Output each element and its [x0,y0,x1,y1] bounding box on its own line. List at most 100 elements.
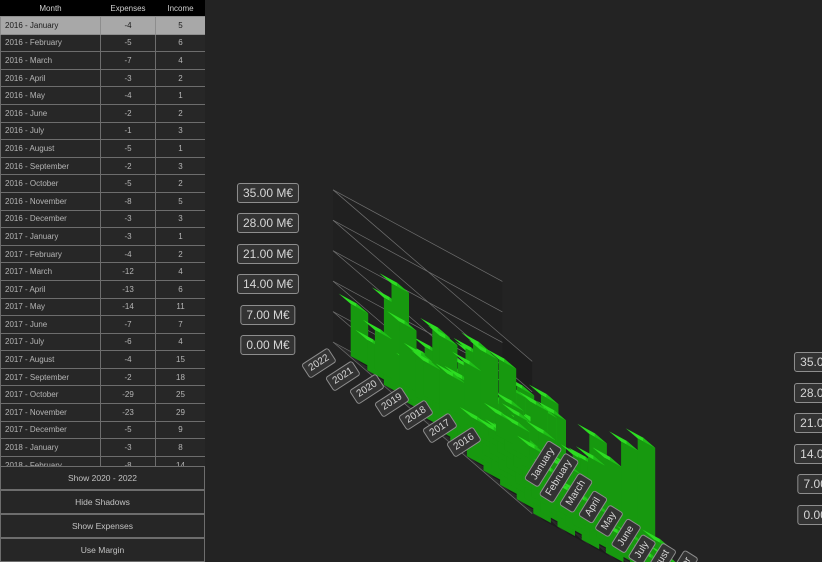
table-row[interactable]: 2017 - April -13 6 [0,279,206,299]
table-row[interactable]: 2016 - July -1 3 [0,121,206,141]
cell-expenses: -13 [100,279,156,299]
cell-income: 6 [155,279,206,299]
cell-income: 6 [155,33,206,53]
cell-income: 25 [155,385,206,405]
cell-expenses: -7 [100,315,156,334]
data-panel: Month Expenses Income 2016 - January -4 5 2… [0,0,206,562]
cell-income: 1 [155,86,206,105]
column-header-income[interactable]: Income [155,0,206,17]
column-header-month[interactable]: Month [0,0,101,17]
cell-expenses: -29 [100,385,156,405]
table-body: 2016 - January -4 5 2016 - February -5 6 2016 … [0,16,206,493]
table-row[interactable]: 2017 - August -4 15 [0,350,206,369]
table-row[interactable]: 2017 - May -14 11 [0,297,206,317]
chart-canvas [332,189,676,562]
table-row[interactable]: 2016 - August -5 1 [0,139,206,158]
table-row[interactable]: 2016 - March -7 4 [0,51,206,70]
cell-expenses: -5 [100,420,156,440]
table-row[interactable]: 2017 - March -12 4 [0,262,206,281]
cell-income: 9 [155,420,206,440]
gridline [332,219,503,313]
chart-shape [447,373,465,418]
cell-month: 2018 - January [0,438,101,457]
hide-shadows-button[interactable]: Hide Shadows [0,490,205,514]
cell-month: 2017 - June [0,315,101,334]
cell-income: 4 [155,51,206,70]
cell-income: 7 [155,315,206,334]
cell-income: 5 [155,16,206,35]
value-tick-right-4: 28.00 M€ [794,382,822,403]
cell-month: 2016 - April [0,68,101,88]
table-row[interactable]: 2017 - June -7 7 [0,315,206,334]
hide-shadows-label: Hide Shadows [75,497,130,507]
table-row[interactable]: 2016 - November -8 5 [0,191,206,211]
table-row[interactable]: 2016 - January -4 5 [0,16,206,35]
cell-month: 2017 - August [0,350,101,369]
cell-expenses: -4 [100,16,156,35]
gridline [332,189,503,282]
cell-month: 2017 - November [0,403,101,422]
cell-month: 2017 - October [0,385,101,405]
cell-month: 2017 - September [0,367,101,387]
cell-expenses: -8 [100,191,156,211]
cell-month: 2017 - December [0,420,101,440]
gridline [332,250,503,343]
cell-expenses: -12 [100,262,156,281]
value-tick-left-2: 14.00 M€ [236,274,300,295]
cell-expenses: -3 [100,209,156,229]
cell-expenses: -5 [100,139,156,158]
table-row[interactable]: 2017 - October -29 25 [0,385,206,405]
table-header: Month Expenses Income [0,0,206,17]
column-header-expenses[interactable]: Expenses [100,0,156,17]
table-header-row: Month Expenses Income [0,0,206,17]
chart-shape [512,422,530,459]
value-tick-right-1: 7.00 M€ [797,474,822,495]
table-row[interactable]: 2016 - October -5 2 [0,174,206,193]
cell-income: 2 [155,174,206,193]
cell-income: 1 [155,227,206,246]
table-row[interactable]: 2017 - November -23 29 [0,403,206,422]
table-row[interactable]: 2017 - July -6 4 [0,332,206,352]
cell-month: 2017 - February [0,244,101,264]
cell-month: 2016 - June [0,103,101,123]
value-tick-left-5: 35.00 M€ [236,182,300,203]
table-row[interactable]: 2016 - May -4 1 [0,86,206,105]
chart-shape [495,413,514,445]
cell-month: 2016 - July [0,121,101,141]
value-tick-right-0: 0.00 M€ [797,504,822,525]
table-row[interactable]: 2016 - September -2 3 [0,156,206,176]
finance-table[interactable]: Month Expenses Income 2016 - January -4 5 2… [0,0,206,493]
cell-expenses: -4 [100,244,156,264]
cell-month: 2016 - November [0,191,101,211]
chart-shape [399,321,417,392]
cell-month: 2016 - May [0,86,101,105]
table-row[interactable]: 2017 - February -4 2 [0,244,206,264]
cell-expenses: -3 [100,68,156,88]
table-row[interactable]: 2016 - December -3 3 [0,209,206,229]
table-row[interactable]: 2017 - January -3 1 [0,227,206,246]
value-tick-right-5: 35.00 M€ [794,352,822,373]
table-row[interactable]: 2017 - December -5 9 [0,420,206,440]
table-row[interactable]: 2016 - February -5 6 [0,33,206,53]
cell-month: 2016 - March [0,51,101,70]
value-tick-right-2: 14.00 M€ [794,443,822,464]
cell-expenses: -4 [100,350,156,369]
bar3d-chart[interactable]: 0.00 M€ 7.00 M€ 14.00 M€ 21.00 M€ 28.00 M€ 35… [205,0,822,562]
chart-shape [350,303,369,366]
table-row[interactable]: 2016 - April -3 2 [0,68,206,88]
chart-shape [645,554,659,562]
chart-shape [471,417,490,432]
chart-shape [423,360,441,405]
cell-expenses: -5 [100,33,156,53]
use-margin-label: Use Margin [80,545,125,555]
cell-expenses: -3 [100,227,156,246]
table-row[interactable]: 2016 - June -2 2 [0,103,206,123]
cell-month: 2016 - February [0,33,101,53]
table-row[interactable]: 2017 - September -2 18 [0,367,206,387]
show-expenses-button[interactable]: Show Expenses [0,514,205,538]
table-row[interactable]: 2018 - January -3 8 [0,438,206,457]
use-margin-button[interactable]: Use Margin [0,538,205,562]
show-year-range-button[interactable]: Show 2020 - 2022 [0,466,205,490]
cell-expenses: -4 [100,86,156,105]
gridline [332,189,533,362]
